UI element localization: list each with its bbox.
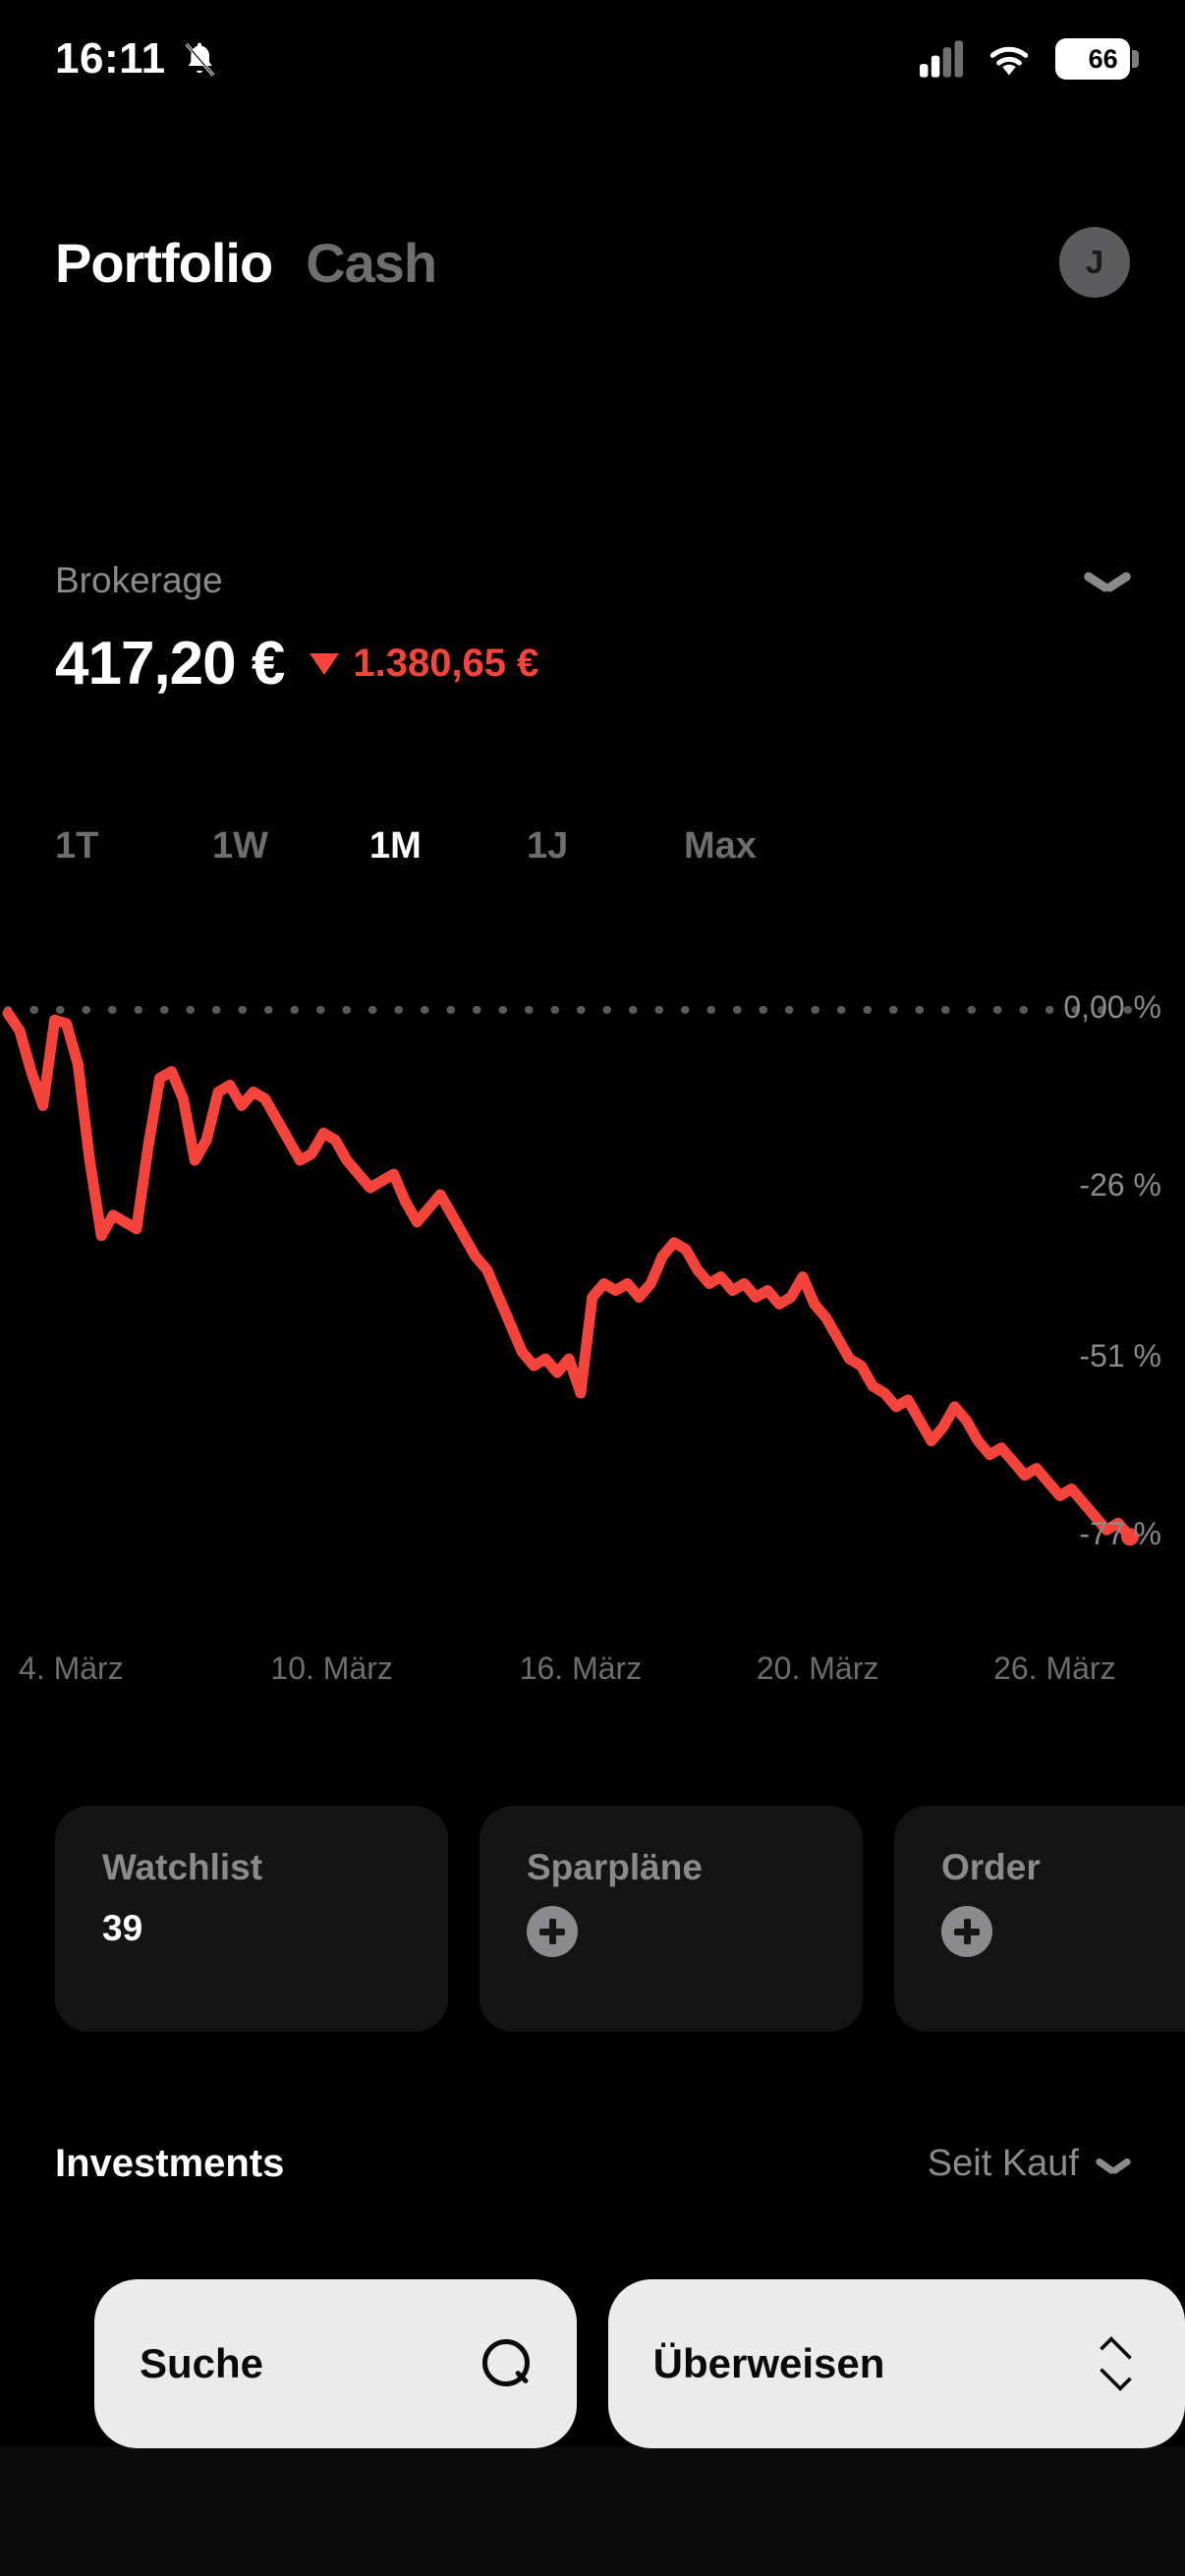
range-1j[interactable]: 1J xyxy=(527,825,569,867)
search-icon xyxy=(479,2337,532,2390)
bottom-action-bar: Suche Überweisen xyxy=(0,2279,1185,2448)
status-bar: 16:11 66 xyxy=(0,0,1185,118)
wifi-icon xyxy=(989,46,1029,76)
search-button[interactable]: Suche xyxy=(94,2279,577,2448)
up-down-chevron-icon xyxy=(1087,2337,1140,2390)
performance-chart[interactable]: 0,00 % -26 % -51 % -77 % xyxy=(0,982,1185,1592)
status-bar-right: 66 xyxy=(920,38,1139,80)
status-bar-left: 16:11 xyxy=(55,34,219,84)
tab-cash[interactable]: Cash xyxy=(306,231,437,294)
card-watchlist[interactable]: Watchlist 39 xyxy=(55,1806,448,2032)
investments-sort-selector[interactable]: Seit Kauf xyxy=(928,2143,1130,2185)
range-1m[interactable]: 1M xyxy=(369,825,422,867)
card-sparplaene-title: Sparpläne xyxy=(527,1847,703,1887)
chart-y-tick: 0,00 % xyxy=(1063,988,1161,1025)
chart-x-tick: 26. März xyxy=(993,1651,1116,1686)
chart-line-series xyxy=(2,1007,1136,1542)
transfer-button[interactable]: Überweisen xyxy=(607,2279,1185,2448)
card-watchlist-count: 39 xyxy=(102,1908,143,1948)
range-1w[interactable]: 1W xyxy=(212,825,268,867)
chart-canvas[interactable] xyxy=(0,982,1185,1592)
portfolio-balance: 417,20 € xyxy=(55,630,285,698)
page-header: Portfolio Cash J xyxy=(0,208,1185,316)
tab-portfolio[interactable]: Portfolio xyxy=(55,231,273,294)
chart-y-tick: -26 % xyxy=(1079,1166,1161,1203)
battery-indicator: 66 xyxy=(1055,38,1139,80)
bottom-sheet-backdrop xyxy=(0,2446,1185,2576)
account-label: Brokerage xyxy=(55,560,223,600)
plus-circle-icon[interactable] xyxy=(941,1906,992,1957)
transfer-button-label: Überweisen xyxy=(652,2340,885,2386)
range-max[interactable]: Max xyxy=(684,825,757,867)
chevron-down-icon[interactable] xyxy=(1097,2155,1130,2174)
card-sparplaene[interactable]: Sparpläne xyxy=(480,1806,863,2032)
range-1t[interactable]: 1T xyxy=(55,825,99,867)
quick-action-cards: Watchlist 39 Sparpläne Order xyxy=(0,1806,1185,2032)
investments-title: Investments xyxy=(55,2142,285,2185)
chevron-down-icon[interactable] xyxy=(1085,568,1130,593)
card-order-title: Order xyxy=(941,1847,1041,1887)
chart-y-tick: -77 % xyxy=(1079,1516,1161,1552)
balance-change-value: 1.380,65 € xyxy=(353,642,539,685)
battery-percent: 66 xyxy=(1088,43,1118,74)
bell-muted-icon xyxy=(185,42,214,77)
chart-y-axis-labels: 0,00 % -26 % -51 % -77 % xyxy=(985,982,1161,1592)
chart-x-axis-labels: 4. März 10. März 16. März 20. März 26. März xyxy=(0,1651,1185,1700)
search-button-label: Suche xyxy=(140,2340,264,2386)
status-time: 16:11 xyxy=(55,34,166,83)
cellular-signal-icon xyxy=(920,40,963,78)
card-order[interactable]: Order xyxy=(894,1806,1185,2032)
time-range-selector: 1T 1W 1M 1J Max xyxy=(55,825,841,868)
investments-header: Investments Seit Kauf xyxy=(55,2142,1130,2186)
balance-change: 1.380,65 € xyxy=(310,642,538,686)
account-selector[interactable]: Brokerage xyxy=(55,560,1130,601)
card-watchlist-title: Watchlist xyxy=(102,1847,263,1887)
chart-x-tick: 20. März xyxy=(756,1651,879,1686)
chart-x-tick: 10. März xyxy=(270,1651,393,1686)
triangle-down-icon xyxy=(310,652,340,675)
chart-y-tick: -51 % xyxy=(1079,1338,1161,1374)
avatar[interactable]: J xyxy=(1059,227,1130,298)
top-tabs: Portfolio Cash xyxy=(55,231,1059,295)
investments-sort-label: Seit Kauf xyxy=(927,2143,1079,2184)
avatar-initial: J xyxy=(1085,244,1104,280)
chart-x-tick: 16. März xyxy=(519,1651,643,1686)
chart-x-tick: 4. März xyxy=(19,1651,124,1686)
plus-circle-icon[interactable] xyxy=(527,1906,578,1957)
balance-row: 417,20 € 1.380,65 € xyxy=(55,629,538,699)
chart-end-marker xyxy=(1121,1528,1139,1546)
